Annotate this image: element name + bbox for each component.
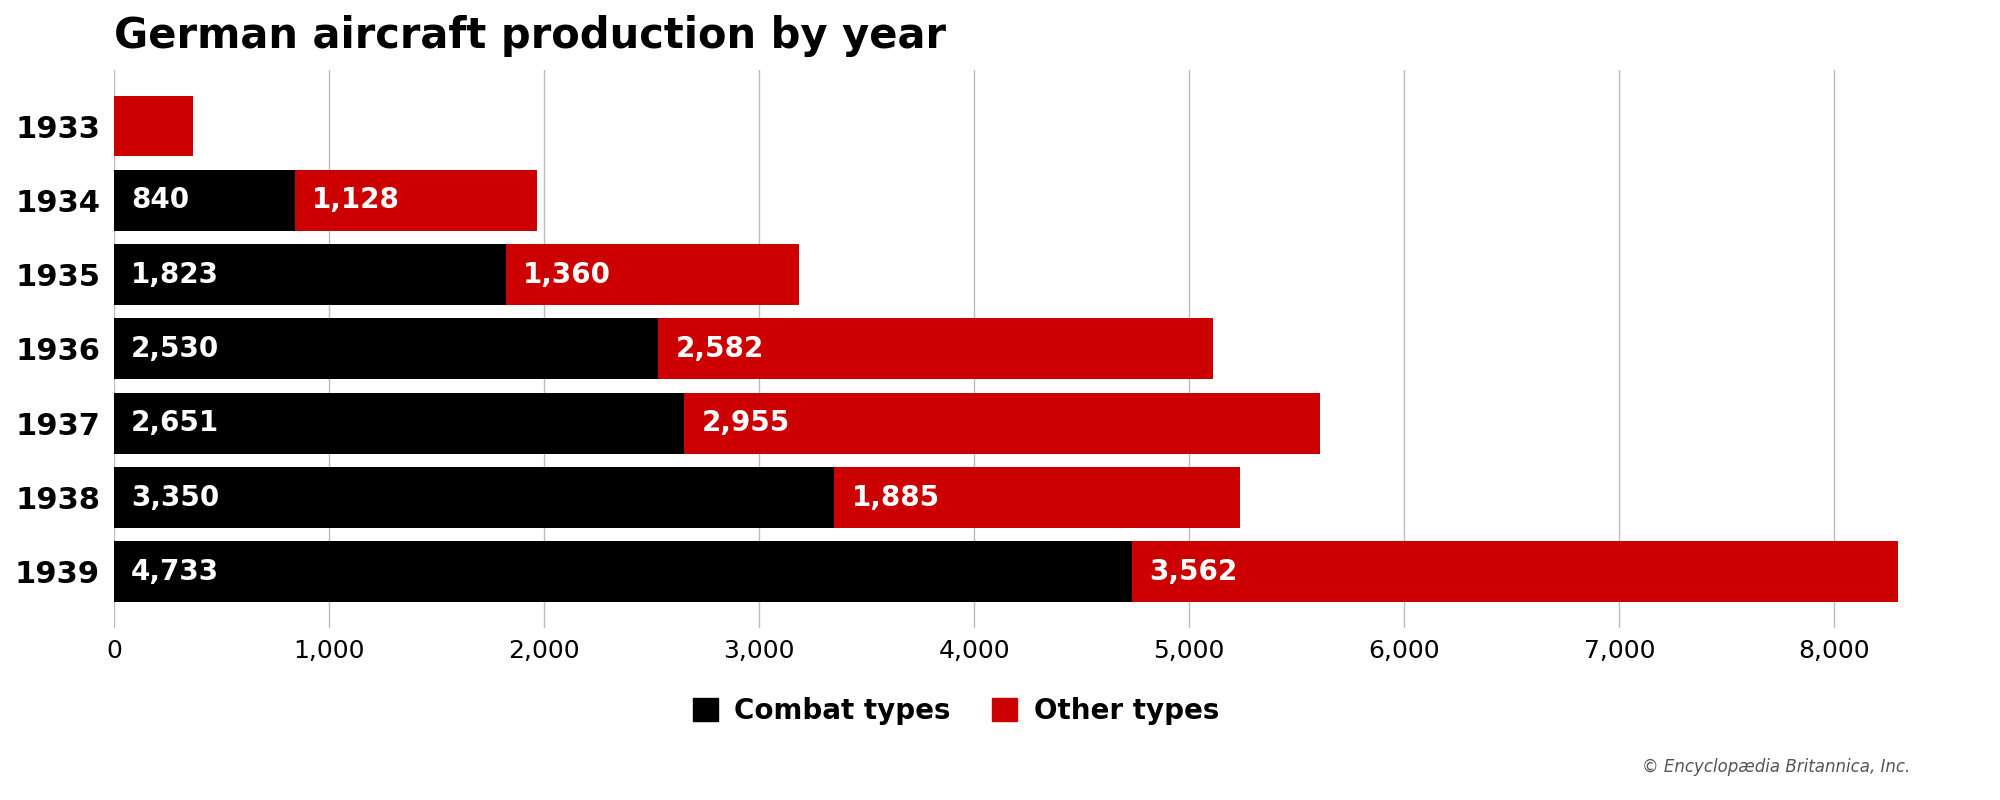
Bar — [114, 170, 294, 231]
Text: 1,823: 1,823 — [132, 261, 220, 289]
Text: 1,360: 1,360 — [524, 261, 612, 289]
Bar — [114, 393, 684, 454]
Bar — [658, 318, 1214, 379]
Text: © Encyclopædia Britannica, Inc.: © Encyclopædia Britannica, Inc. — [1642, 758, 1910, 776]
Text: 1,885: 1,885 — [852, 483, 940, 511]
Text: 2,530: 2,530 — [132, 335, 220, 363]
Text: 1,128: 1,128 — [312, 186, 400, 214]
Bar — [114, 244, 506, 305]
Text: 3,350: 3,350 — [132, 483, 220, 511]
Text: 2,582: 2,582 — [676, 335, 764, 363]
Text: 2,955: 2,955 — [702, 410, 790, 438]
Bar — [294, 170, 538, 231]
Bar — [1132, 542, 1898, 602]
Bar — [114, 467, 834, 528]
Text: 3,562: 3,562 — [1150, 558, 1238, 586]
Bar — [114, 95, 194, 157]
Bar — [684, 393, 1320, 454]
Legend: Combat types, Other types: Combat types, Other types — [692, 698, 1220, 726]
Text: 4,733: 4,733 — [132, 558, 220, 586]
Text: 2,651: 2,651 — [132, 410, 220, 438]
Text: German aircraft production by year: German aircraft production by year — [114, 15, 946, 57]
Bar — [114, 318, 658, 379]
Bar — [114, 542, 1132, 602]
Text: 840: 840 — [132, 186, 190, 214]
Bar — [506, 244, 798, 305]
Bar — [834, 467, 1240, 528]
